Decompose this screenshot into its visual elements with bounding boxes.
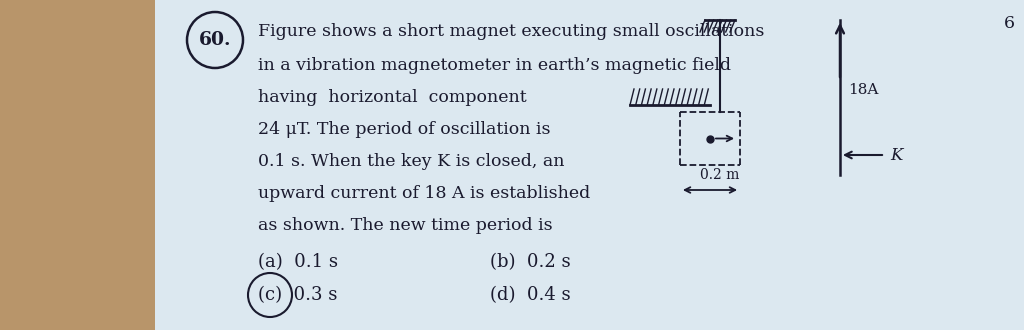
Text: Figure shows a short magnet executing small oscillations: Figure shows a short magnet executing sm… [258,23,764,41]
Text: in a vibration magnetometer in earth’s magnetic field: in a vibration magnetometer in earth’s m… [258,56,731,74]
Text: (c)  0.3 s: (c) 0.3 s [258,286,337,304]
Text: 24 μT. The period of oscillation is: 24 μT. The period of oscillation is [258,121,551,139]
Bar [155,0,1024,330]
Text: K: K [890,147,902,163]
Text: (b)  0.2 s: (b) 0.2 s [490,253,570,271]
Text: upward current of 18 A is established: upward current of 18 A is established [258,184,590,202]
Text: having  horizontal  component: having horizontal component [258,88,526,106]
Text: 0.2 m: 0.2 m [700,168,739,182]
Text: (a)  0.1 s: (a) 0.1 s [258,253,338,271]
Text: 0.1 s. When the key K is closed, an: 0.1 s. When the key K is closed, an [258,153,564,171]
Text: 60.: 60. [199,31,231,49]
Text: (d)  0.4 s: (d) 0.4 s [490,286,570,304]
Text: 6: 6 [1004,15,1015,32]
Text: 18A: 18A [848,83,879,97]
Text: as shown. The new time period is: as shown. The new time period is [258,216,553,234]
